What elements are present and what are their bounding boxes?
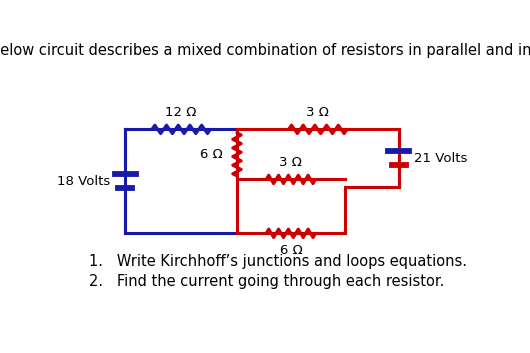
Text: The below circuit describes a mixed combination of resistors in parallel and in : The below circuit describes a mixed comb…: [0, 43, 530, 58]
Text: 2.   Find the current going through each resistor.: 2. Find the current going through each r…: [89, 274, 445, 289]
Text: 1.   Write Kirchhoff’s junctions and loops equations.: 1. Write Kirchhoff’s junctions and loops…: [89, 254, 467, 269]
Text: 18 Volts: 18 Volts: [57, 175, 110, 188]
Text: 6 Ω: 6 Ω: [200, 148, 223, 161]
Text: 12 Ω: 12 Ω: [165, 106, 197, 119]
Text: 21 Volts: 21 Volts: [414, 152, 467, 165]
Text: 3 Ω: 3 Ω: [279, 156, 302, 169]
Text: 3 Ω: 3 Ω: [306, 106, 329, 119]
Text: 6 Ω: 6 Ω: [279, 244, 302, 257]
